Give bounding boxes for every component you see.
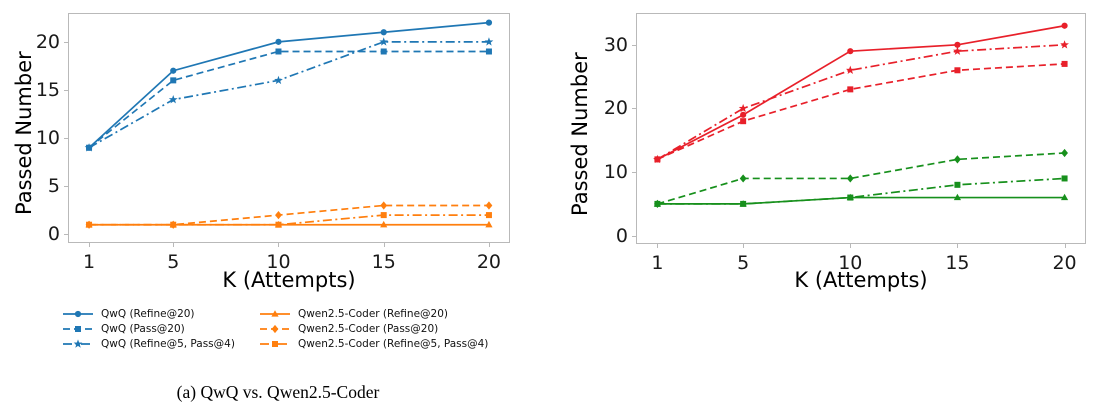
series-1 — [654, 60, 1068, 163]
series-2 — [653, 40, 1069, 164]
x-tick-label: 20 — [476, 251, 502, 273]
y-tick-mark — [64, 41, 68, 43]
legend-a: QwQ (Refine@20) Qwen2.5-Coder (Refine@20)… — [62, 308, 488, 350]
x-axis-label-b: K (Attempts) — [794, 268, 928, 292]
legend-key-star-icon — [62, 338, 94, 350]
y-tick-mark — [64, 138, 68, 140]
legend-label: Qwen2.5-Coder (Refine@5, Pass@4) — [297, 338, 489, 350]
legend-key-triangle-icon — [259, 308, 291, 320]
legend-item: QwQ (Pass@20) — [62, 323, 235, 335]
x-tick-mark — [278, 243, 280, 247]
series-0 — [85, 19, 493, 151]
y-tick-mark — [632, 44, 636, 46]
x-tick-label: 10 — [266, 251, 291, 273]
legend-item: Qwen2.5-Coder (Pass@20) — [259, 323, 488, 335]
x-tick-mark — [488, 243, 490, 247]
y-tick-label: 20 — [603, 97, 628, 120]
plot-area-b: Passed Number 1 5 10 15 20 0 10 20 30 K (Attempt… — [556, 0, 1112, 292]
x-tick-mark — [1064, 244, 1066, 248]
x-tick-mark — [743, 244, 745, 248]
y-tick-label: 0 — [47, 223, 60, 246]
x-tick-label: 1 — [651, 252, 664, 274]
series-lines-b — [653, 22, 1069, 209]
y-tick-mark — [64, 89, 68, 91]
legend-key-diamond-icon — [259, 323, 291, 335]
y-tick-label: 10 — [35, 127, 60, 150]
chart-panel-b: Passed Number 1 5 10 15 20 0 10 20 30 K (Attempt… — [556, 0, 1112, 418]
x-tick-label: 15 — [945, 252, 970, 274]
y-tick-label: 20 — [35, 30, 60, 53]
series-5 — [654, 175, 1068, 207]
legend-item: Qwen2.5-Coder (Refine@20) — [259, 308, 488, 320]
legend-label: Qwen2.5-Coder (Refine@20) — [297, 308, 448, 320]
legend-item: QwQ (Refine@5, Pass@4) — [62, 338, 235, 350]
legend-label: QwQ (Refine@20) — [101, 308, 195, 320]
legend-item: QwQ (Refine@20) — [62, 308, 235, 320]
y-tick-label: 5 — [47, 175, 60, 198]
legend-item: Qwen2.5-Coder (Refine@5, Pass@4) — [259, 338, 488, 350]
legend-label: QwQ (Refine@5, Pass@4) — [101, 338, 235, 350]
plot-area-a: Passed Number 1 5 10 15 20 0 5 10 15 20 K (Attemp… — [0, 0, 556, 292]
y-tick-mark — [632, 172, 636, 174]
legend-key-square-icon — [259, 338, 291, 350]
series-0 — [654, 22, 1068, 163]
y-tick-mark — [632, 108, 636, 110]
y-tick-label: 30 — [603, 33, 628, 56]
series-1 — [86, 48, 492, 151]
chart-panel-a: Passed Number 1 5 10 15 20 0 5 10 15 20 K (Attemp… — [0, 0, 556, 402]
y-tick-mark — [632, 235, 636, 237]
series-2 — [84, 37, 494, 152]
x-tick-mark — [173, 243, 175, 247]
y-tick-mark — [64, 234, 68, 236]
x-tick-mark — [657, 244, 659, 248]
x-tick-label: 5 — [167, 251, 180, 273]
x-tick-label: 15 — [371, 251, 396, 273]
legend-label: QwQ (Pass@20) — [101, 323, 185, 335]
series-lines-a — [84, 19, 494, 229]
legend-label: Qwen2.5-Coder (Pass@20) — [297, 323, 439, 335]
x-tick-mark — [957, 244, 959, 248]
x-tick-label: 10 — [838, 252, 863, 274]
y-tick-label: 15 — [35, 78, 60, 101]
x-tick-label: 5 — [737, 252, 750, 274]
x-axis-label-a: K (Attempts) — [222, 268, 356, 292]
y-tick-mark — [64, 186, 68, 188]
legend-key-circle-icon — [62, 308, 94, 320]
legend-key-square-icon — [62, 323, 94, 335]
series-5 — [86, 212, 492, 228]
x-tick-label: 1 — [83, 251, 96, 273]
y-tick-label: 10 — [603, 161, 628, 184]
x-tick-label: 20 — [1052, 252, 1077, 274]
x-tick-mark — [850, 244, 852, 248]
caption-a: (a) QwQ vs. Qwen2.5-Coder — [176, 382, 380, 402]
x-tick-mark — [383, 243, 385, 247]
x-tick-mark — [89, 243, 91, 247]
y-tick-label: 0 — [615, 224, 628, 247]
series-4 — [654, 148, 1068, 209]
